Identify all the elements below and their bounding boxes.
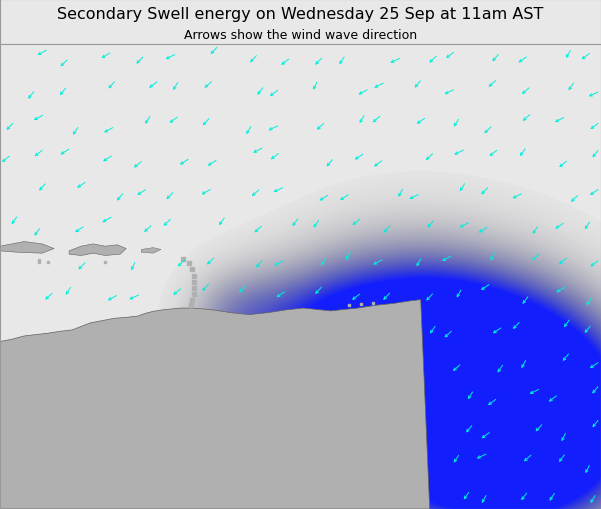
Polygon shape xyxy=(141,248,161,253)
Text: Secondary Swell energy on Wednesday 25 Sep at 11am AST: Secondary Swell energy on Wednesday 25 S… xyxy=(57,7,544,22)
Polygon shape xyxy=(0,300,430,509)
Polygon shape xyxy=(69,244,126,256)
Polygon shape xyxy=(0,242,54,253)
Text: Arrows show the wind wave direction: Arrows show the wind wave direction xyxy=(184,29,417,41)
